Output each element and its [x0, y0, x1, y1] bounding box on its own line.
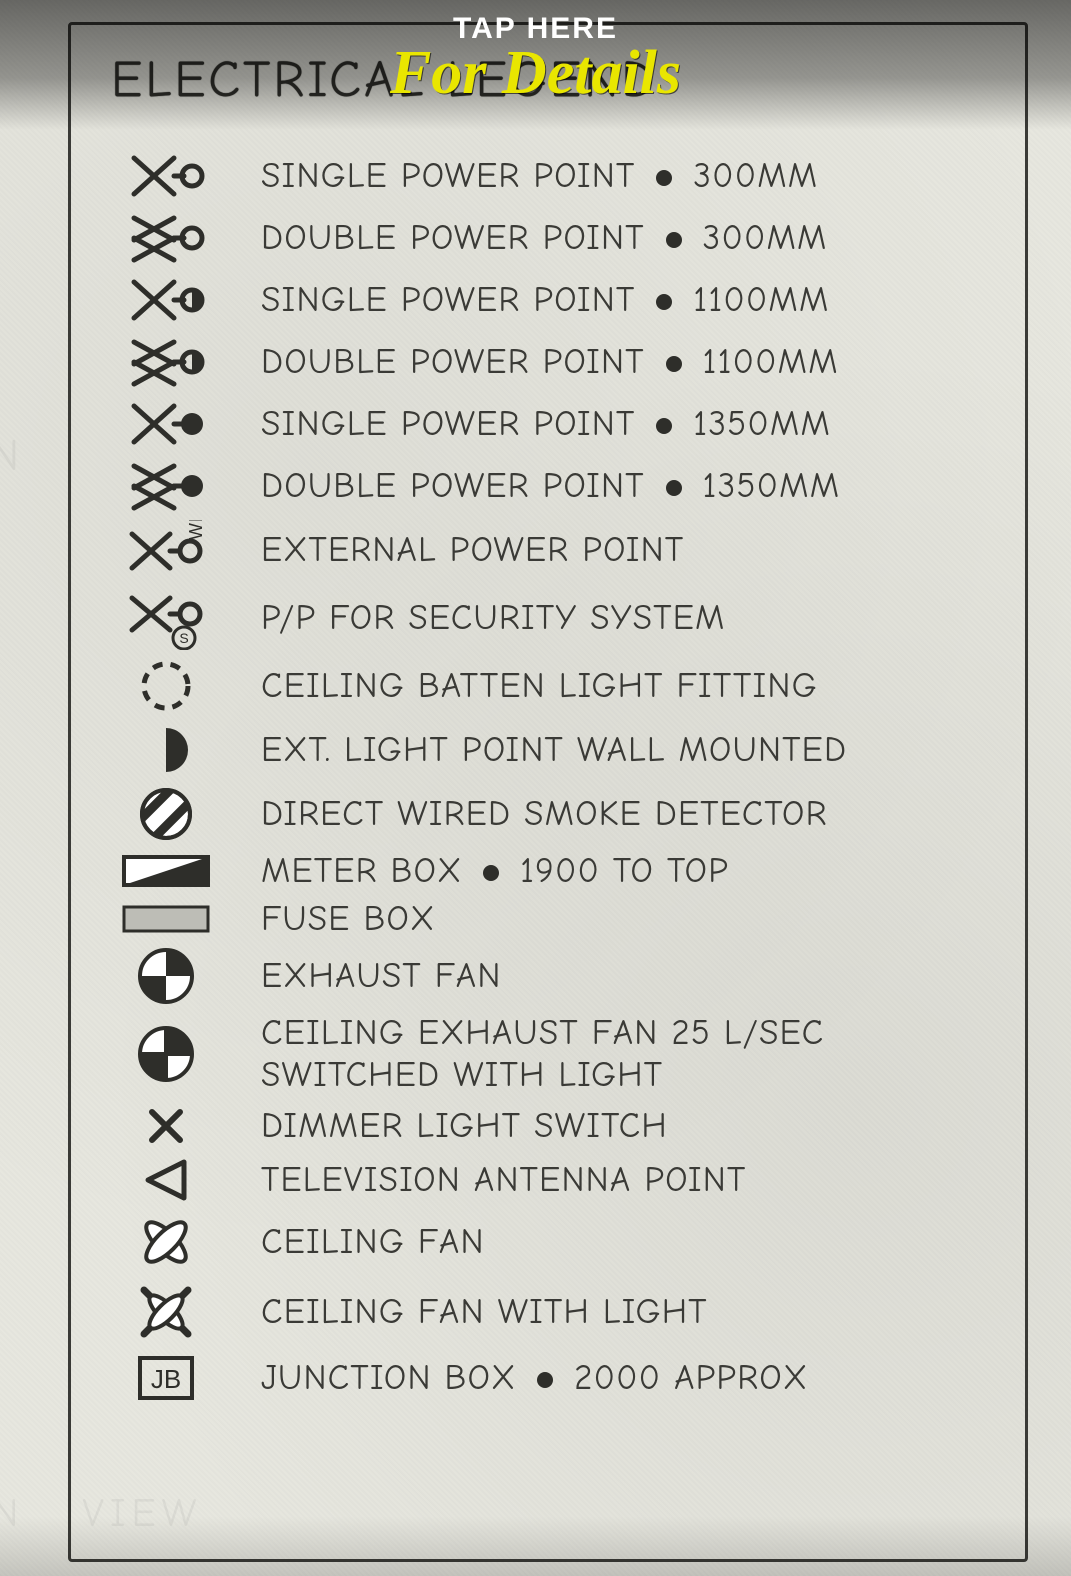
- legend-label: SINGLE POWER POINT 1350MM: [261, 403, 997, 445]
- hatched-circle-icon: [111, 784, 221, 844]
- legend-label: DOUBLE POWER POINT 300MM: [261, 217, 997, 259]
- ppt-wp-icon: WP: [111, 520, 221, 580]
- grey-rect-icon: [111, 901, 221, 937]
- propeller-icon: [111, 1210, 221, 1274]
- legend-row: TELEVISION ANTENNA POINT: [71, 1153, 1025, 1207]
- height-dot-icon: [656, 170, 672, 186]
- legend-label: EXHAUST FAN: [261, 955, 997, 997]
- diag-rect-icon: [111, 851, 221, 891]
- height-dot-icon: [483, 865, 499, 881]
- height-dot-icon: [666, 356, 682, 372]
- half-moon-icon: [111, 722, 221, 778]
- svg-text:S: S: [179, 630, 188, 646]
- legend-label: P/P FOR SECURITY SYSTEM: [261, 597, 997, 639]
- ppt-double-solid-icon: [111, 458, 221, 514]
- ppt-single-open-icon: [111, 148, 221, 204]
- legend-row: DOUBLE POWER POINT 1350MM: [71, 455, 1025, 517]
- legend-label: EXTERNAL POWER POINT: [261, 529, 997, 571]
- ppt-double-half-icon: [111, 334, 221, 390]
- legend-row: EXHAUST FAN: [71, 943, 1025, 1009]
- legend-label: JUNCTION BOX 2000 APPROX: [261, 1357, 997, 1399]
- legend-row: CEILING FAN WITH LIGHT: [71, 1277, 1025, 1347]
- legend-label: DIRECT WIRED SMOKE DETECTOR: [261, 793, 997, 835]
- legend-row: CEILING EXHAUST FAN 25 L/SECSWITCHED WIT…: [71, 1009, 1025, 1099]
- legend-card: ELECTRICAL LEGEND SINGLE POWER POINT 300…: [68, 22, 1028, 1562]
- height-dot-icon: [666, 480, 682, 496]
- legend-label: CEILING EXHAUST FAN 25 L/SECSWITCHED WIT…: [261, 1012, 997, 1096]
- legend-row: SINGLE POWER POINT 300MM: [71, 145, 1025, 207]
- legend-row: DOUBLE POWER POINT 1100MM: [71, 331, 1025, 393]
- propeller-x-icon: [111, 1280, 221, 1344]
- legend-row: DIRECT WIRED SMOKE DETECTOR: [71, 781, 1025, 847]
- legend-label: DOUBLE POWER POINT 1100MM: [261, 341, 997, 383]
- legend-label: TELEVISION ANTENNA POINT: [261, 1159, 997, 1201]
- exhaust-fan-icon: [111, 946, 221, 1006]
- height-dot-icon: [666, 232, 682, 248]
- height-dot-icon: [656, 294, 672, 310]
- svg-text:WP: WP: [186, 520, 206, 540]
- legend-label: METER BOX 1900 TO TOP: [261, 850, 997, 892]
- legend-row: CEILING FAN: [71, 1207, 1025, 1277]
- svg-text:JB: JB: [151, 1364, 181, 1394]
- legend-row: DIMMER LIGHT SWITCH: [71, 1099, 1025, 1153]
- quartered-circle-icon: [111, 1024, 221, 1084]
- legend-row: S P/P FOR SECURITY SYSTEM: [71, 583, 1025, 653]
- height-dot-icon: [537, 1372, 553, 1388]
- legend-row: SINGLE POWER POINT 1350MM: [71, 393, 1025, 455]
- legend-label: SINGLE POWER POINT 1100MM: [261, 279, 997, 321]
- legend-label: SINGLE POWER POINT 300MM: [261, 155, 997, 197]
- legend-label: CEILING FAN WITH LIGHT: [261, 1291, 997, 1333]
- overlay-banner[interactable]: TAP HERE For Details: [0, 0, 1071, 103]
- legend-label: DOUBLE POWER POINT 1350MM: [261, 465, 997, 507]
- legend-label: FUSE BOX: [261, 898, 997, 940]
- dashed-circle-icon: [111, 656, 221, 716]
- height-dot-icon: [656, 418, 672, 434]
- legend-row: FUSE BOX: [71, 895, 1025, 943]
- for-details-label: For Details: [0, 44, 1071, 103]
- ppt-s-icon: S: [111, 586, 221, 650]
- x-small-icon: [111, 1102, 221, 1150]
- stray-mark: N: [0, 430, 25, 481]
- ppt-double-open-icon: [111, 210, 221, 266]
- legend-row: METER BOX 1900 TO TOP: [71, 847, 1025, 895]
- legend-row: SINGLE POWER POINT 1100MM: [71, 269, 1025, 331]
- jb-box-icon: JB: [111, 1350, 221, 1406]
- legend-label: DIMMER LIGHT SWITCH: [261, 1105, 997, 1147]
- legend-label: CEILING FAN: [261, 1221, 997, 1263]
- legend-row: WP EXTERNAL POWER POINT: [71, 517, 1025, 583]
- legend-label: CEILING BATTEN LIGHT FITTING: [261, 665, 997, 707]
- triangle-left-icon: [111, 1156, 221, 1204]
- legend-row: CEILING BATTEN LIGHT FITTING: [71, 653, 1025, 719]
- legend-row: EXT. LIGHT POINT WALL MOUNTED: [71, 719, 1025, 781]
- legend-rows: SINGLE POWER POINT 300MM DOUBLE POWER PO…: [71, 145, 1025, 1559]
- ppt-single-solid-icon: [111, 396, 221, 452]
- legend-label: EXT. LIGHT POINT WALL MOUNTED: [261, 729, 997, 771]
- legend-row: DOUBLE POWER POINT 300MM: [71, 207, 1025, 269]
- legend-row: JB JUNCTION BOX 2000 APPROX: [71, 1347, 1025, 1409]
- ppt-single-half-icon: [111, 272, 221, 328]
